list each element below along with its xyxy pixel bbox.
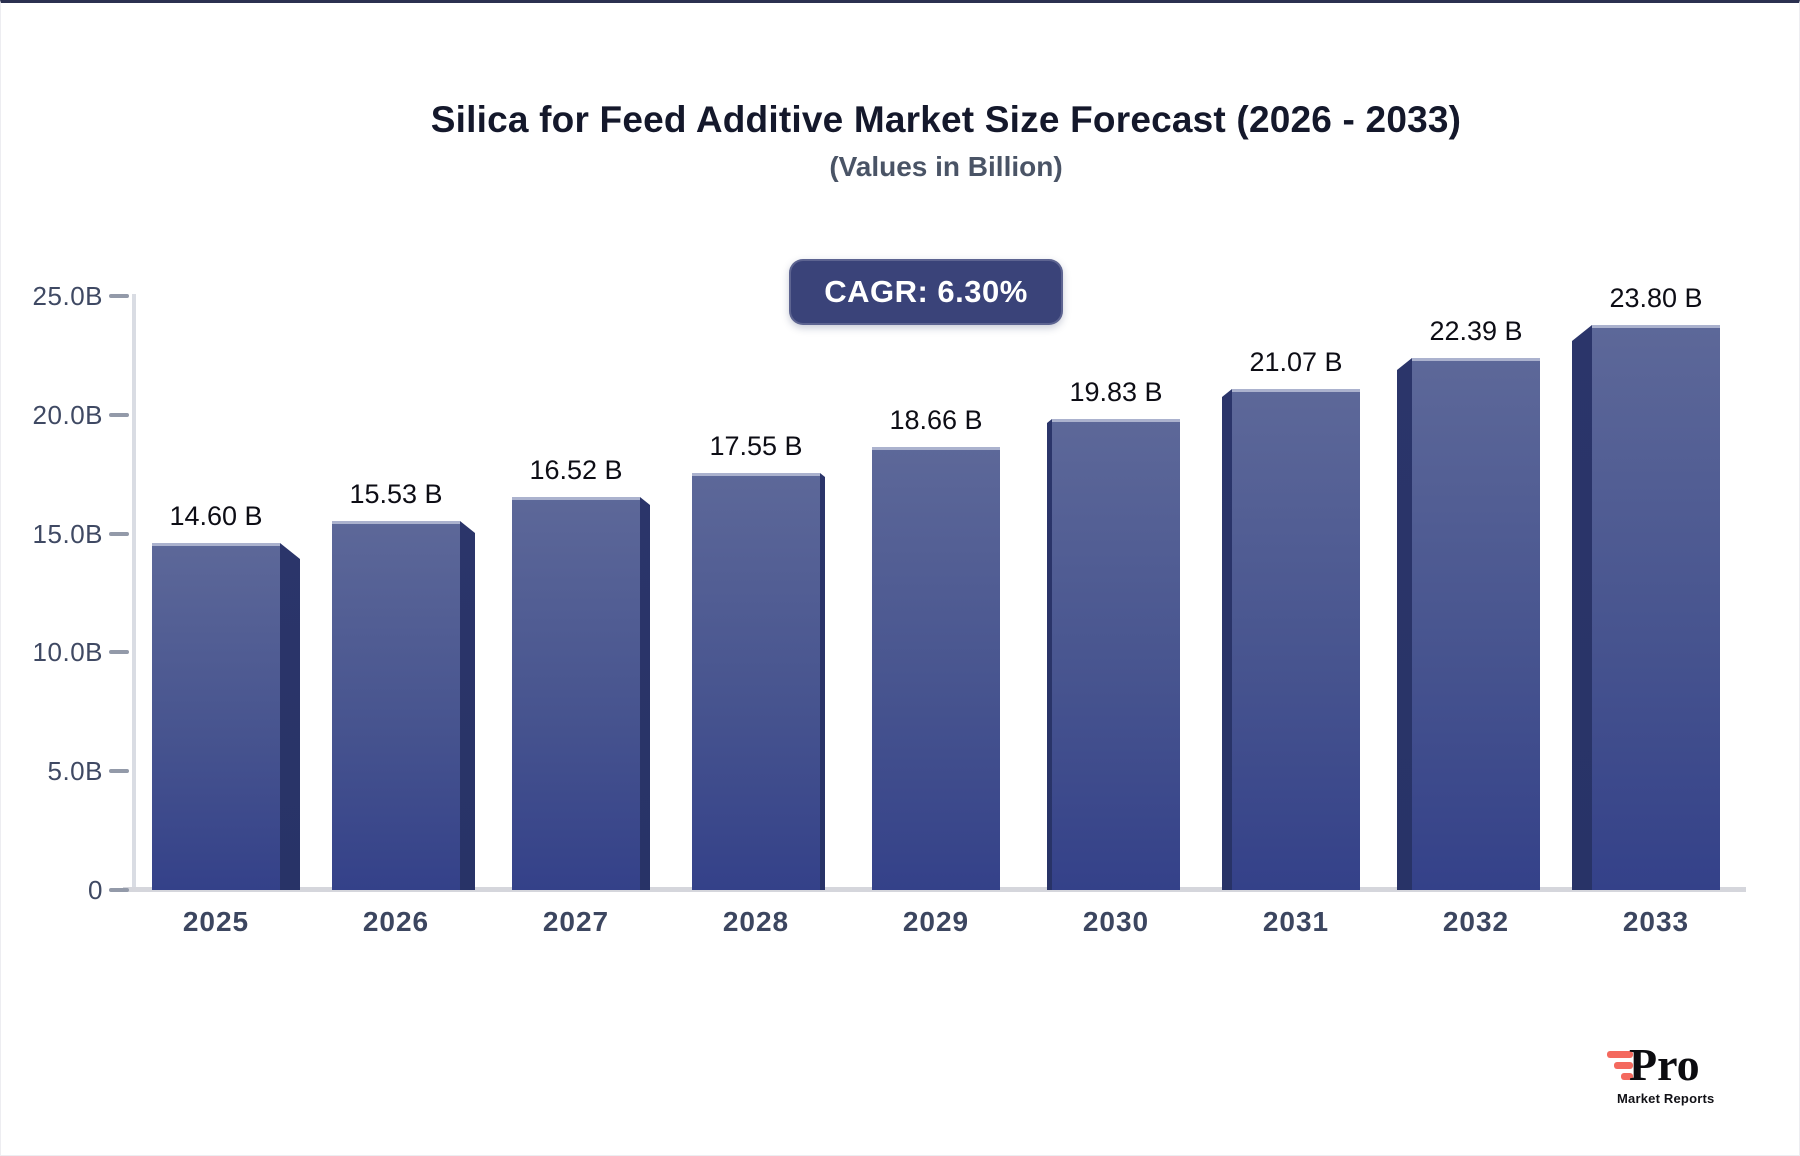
bar-value-label: 18.66 B — [889, 405, 983, 435]
bar-3d-side — [1572, 325, 1592, 890]
y-axis-tick — [109, 888, 129, 892]
bar-value-label: 22.39 B — [1429, 316, 1523, 346]
pro-market-reports-logo: Pro Market Reports — [1603, 1039, 1715, 1111]
bar-2030 — [1052, 419, 1180, 890]
y-axis-tick-label: 15.0B — [32, 518, 103, 549]
y-axis-tick — [109, 650, 129, 655]
x-axis-label: 2027 — [542, 906, 610, 937]
x-axis-label: 2032 — [1442, 906, 1510, 937]
bar-value-label: 23.80 B — [1609, 283, 1703, 313]
bar-2033 — [1592, 325, 1720, 890]
x-axis-label: 2028 — [722, 906, 790, 937]
bar-2029 — [872, 447, 1000, 890]
bar-2028 — [692, 473, 820, 890]
x-axis-label: 2025 — [182, 906, 250, 937]
x-axis-label: 2030 — [1082, 906, 1150, 937]
bar-value-label: 15.53 B — [349, 479, 443, 509]
bar-3d-side — [640, 497, 650, 890]
y-axis-tick — [109, 412, 129, 417]
x-axis-label: 2029 — [902, 906, 970, 937]
y-axis-tick-label: 20.0B — [32, 399, 103, 430]
logo-name: Pro — [1629, 1039, 1700, 1090]
bar-value-label: 16.52 B — [529, 455, 623, 485]
y-axis-tick-label: 25.0B — [32, 281, 103, 311]
bar-3d-side — [820, 473, 825, 890]
bar-value-label: 21.07 B — [1249, 347, 1343, 377]
bar-value-label: 14.60 B — [169, 501, 263, 531]
cagr-badge-label: CAGR: 6.30% — [824, 274, 1028, 309]
bar-3d-side — [280, 543, 300, 890]
cagr-badge: CAGR: 6.30% — [789, 259, 1063, 325]
bar-3d-side — [1222, 389, 1232, 890]
bar-2027 — [512, 497, 640, 890]
bar-2031 — [1232, 389, 1360, 890]
bar-2026 — [332, 521, 460, 890]
logo-subtext: Market Reports — [1617, 1091, 1715, 1106]
bar-3d-side — [1047, 419, 1052, 890]
bar-3d-side — [1397, 358, 1412, 890]
bar-value-label: 17.55 B — [709, 431, 803, 461]
logo-stripes-icon — [1603, 1051, 1633, 1085]
y-axis-tick-label: 5.0B — [47, 756, 103, 787]
x-axis-label: 2033 — [1622, 906, 1690, 937]
y-axis-tick — [109, 294, 129, 298]
y-axis-tick — [109, 531, 129, 536]
chart-title: Silica for Feed Additive Market Size For… — [430, 99, 1462, 140]
bar-2032 — [1412, 358, 1540, 890]
bar-2025 — [152, 543, 280, 890]
y-axis-line — [132, 294, 136, 891]
bar-3d-side — [460, 521, 475, 890]
y-axis-tick — [109, 769, 129, 774]
y-axis-tick-label: 0 — [88, 875, 103, 905]
chart-subtitle: (Values in Billion) — [829, 151, 1063, 182]
x-axis-label: 2031 — [1262, 906, 1330, 937]
bar-value-label: 19.83 B — [1069, 377, 1163, 407]
x-axis-label: 2026 — [362, 906, 430, 937]
y-axis-tick-label: 10.0B — [32, 637, 103, 668]
